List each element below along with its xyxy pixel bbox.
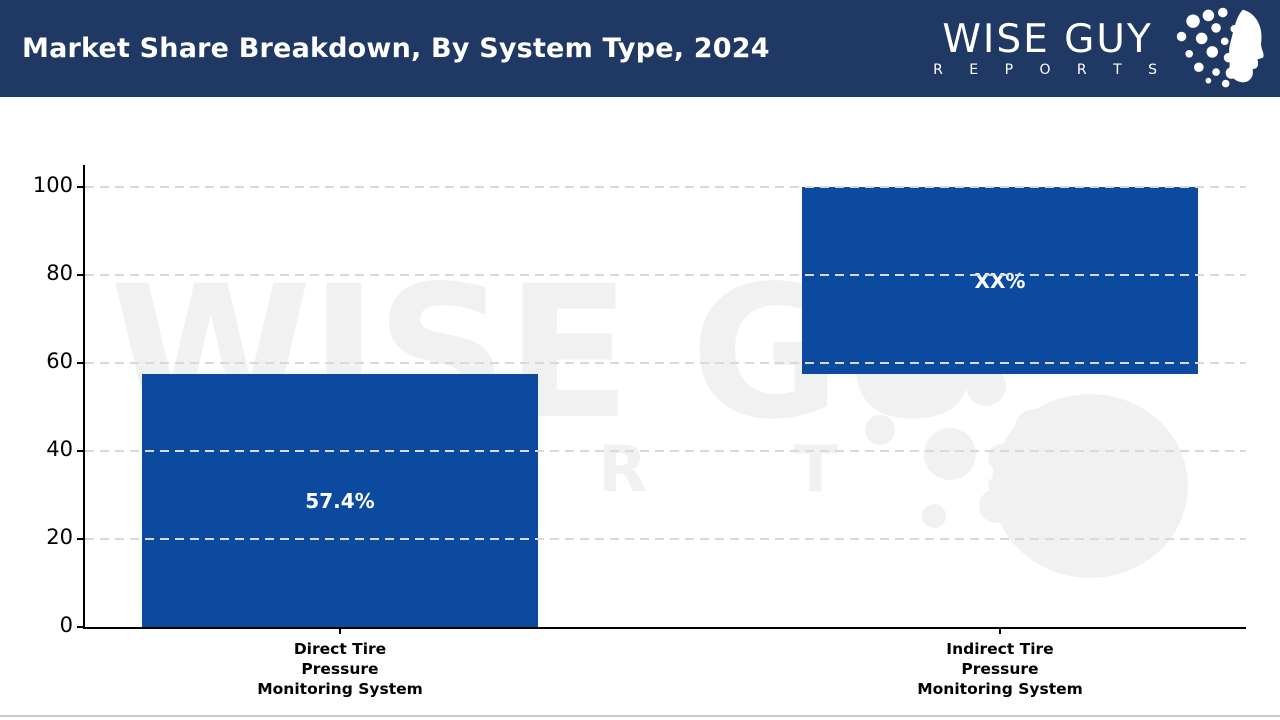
gridline-80 xyxy=(85,274,1246,276)
x-tick-1 xyxy=(999,629,1001,634)
x-tick-0 xyxy=(339,629,341,634)
gridline-40 xyxy=(85,450,1246,452)
y-tick-60 xyxy=(77,362,85,364)
y-tick-0 xyxy=(77,626,85,628)
x-axis-line xyxy=(83,627,1246,629)
y-tick-label-60: 60 xyxy=(46,349,73,373)
gridline-20 xyxy=(85,538,1246,540)
x-category-line: Pressure xyxy=(961,660,1039,678)
x-category-line: Indirect Tire xyxy=(946,640,1054,658)
x-category-line: Monitoring System xyxy=(257,680,423,698)
wiseguy-logo: WISE GUY R E P O R T S xyxy=(927,6,1266,92)
bar-indirect-tpms: XX% xyxy=(802,187,1198,375)
gridline-100 xyxy=(85,186,1246,188)
bottom-divider xyxy=(0,715,1280,717)
bar-value-label: XX% xyxy=(974,268,1026,293)
logo-brand-name: WISE GUY xyxy=(942,16,1153,62)
logo-brand-subtitle: R E P O R T S xyxy=(933,61,1168,78)
gridline-60 xyxy=(85,362,1246,364)
y-tick-100 xyxy=(77,186,85,188)
x-category-label-1: Indirect Tire Pressure Monitoring System xyxy=(802,639,1198,699)
y-tick-label-0: 0 xyxy=(59,613,73,637)
x-category-line: Direct Tire xyxy=(293,640,387,658)
y-tick-80 xyxy=(77,274,85,276)
y-tick-20 xyxy=(77,538,85,540)
y-tick-label-100: 100 xyxy=(32,173,73,197)
bar-value-label: 57.4% xyxy=(305,488,375,513)
wiseguy-logo-text: WISE GUY R E P O R T S xyxy=(927,20,1168,78)
wiseguy-face-icon xyxy=(1176,7,1264,87)
x-category-label-0: Direct Tire Pressure Monitoring System xyxy=(142,639,538,699)
y-tick-label-40: 40 xyxy=(46,437,73,461)
header: Market Share Breakdown, By System Type, … xyxy=(0,0,1280,97)
x-category-line: Monitoring System xyxy=(917,680,1083,698)
y-tick-40 xyxy=(77,450,85,452)
page-title: Market Share Breakdown, By System Type, … xyxy=(22,33,770,64)
y-axis-line xyxy=(83,165,85,629)
x-category-line: Pressure xyxy=(301,660,379,678)
bar-direct-tpms: 57.4% xyxy=(142,374,538,627)
y-tick-label-20: 20 xyxy=(46,525,73,549)
y-tick-label-80: 80 xyxy=(46,261,73,285)
